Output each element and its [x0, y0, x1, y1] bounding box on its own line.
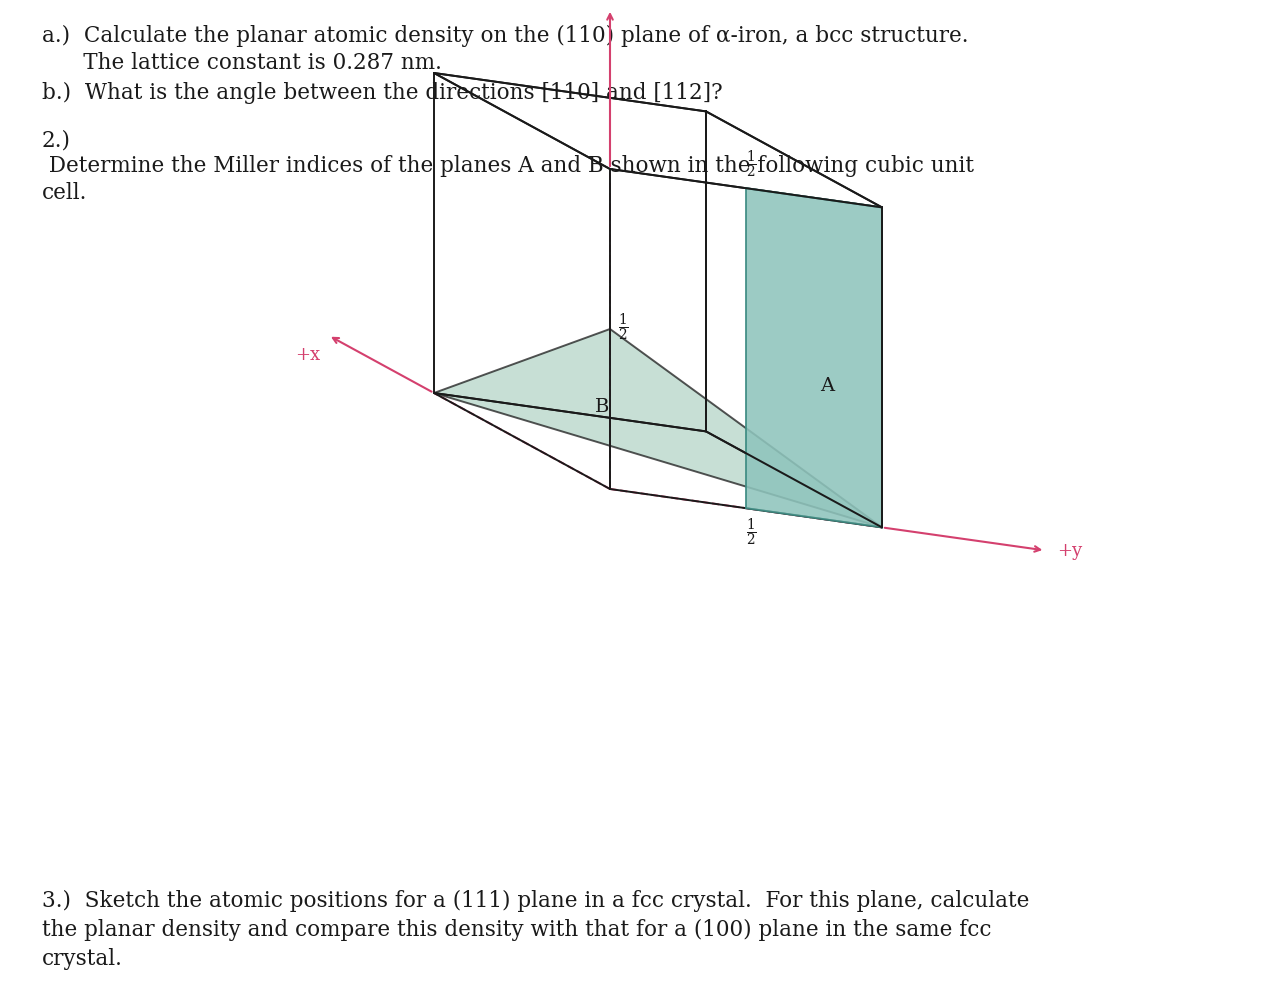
Polygon shape: [434, 330, 882, 528]
Text: 3.)  Sketch the atomic positions for a (111) plane in a fcc crystal.  For this p: 3.) Sketch the atomic positions for a (1…: [42, 889, 1029, 911]
Text: B: B: [595, 398, 609, 416]
Text: crystal.: crystal.: [42, 947, 123, 969]
Text: b.)  What is the angle between the directions [110] and [112]?: b.) What is the angle between the direct…: [42, 82, 723, 104]
Text: 2.): 2.): [42, 130, 70, 152]
Text: $\mathregular{\frac{1}{2}}$: $\mathregular{\frac{1}{2}}$: [618, 312, 628, 344]
Text: cell.: cell.: [42, 182, 87, 204]
Text: $\mathregular{\frac{1}{2}}$: $\mathregular{\frac{1}{2}}$: [746, 149, 756, 181]
Polygon shape: [746, 189, 882, 528]
Text: +x: +x: [296, 346, 320, 364]
Text: Determine the Miller indices of the planes A and B shown in the following cubic : Determine the Miller indices of the plan…: [42, 155, 974, 177]
Text: the planar density and compare this density with that for a (100) plane in the s: the planar density and compare this dens…: [42, 918, 992, 940]
Text: $\mathregular{\frac{1}{2}}$: $\mathregular{\frac{1}{2}}$: [746, 517, 756, 549]
Text: +y: +y: [1057, 542, 1083, 560]
Text: +z: +z: [600, 0, 625, 2]
Text: A: A: [820, 377, 835, 395]
Text: a.)  Calculate the planar atomic density on the (110) plane of α-iron, a bcc str: a.) Calculate the planar atomic density …: [42, 25, 969, 47]
Text: The lattice constant is 0.287 nm.: The lattice constant is 0.287 nm.: [42, 52, 442, 74]
